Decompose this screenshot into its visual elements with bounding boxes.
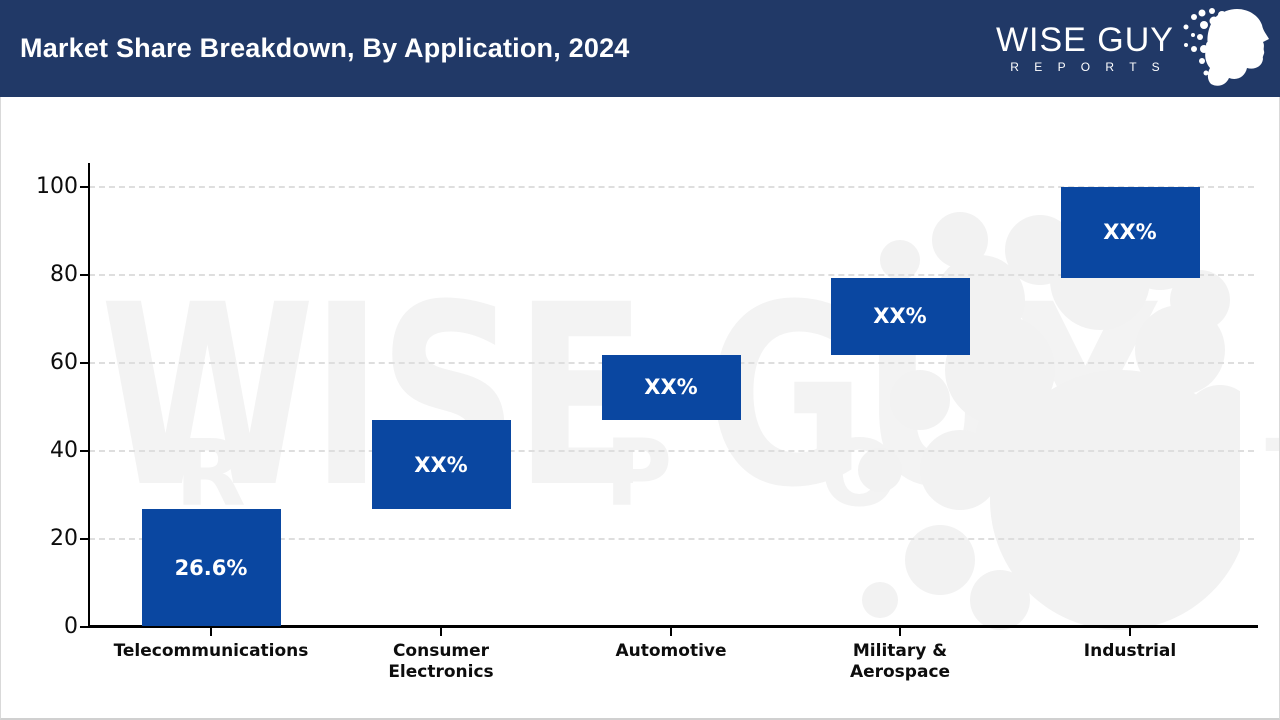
- y-tick-label: 100: [36, 173, 78, 199]
- y-tick-mark: [80, 625, 88, 628]
- category-label-telecommunications: Telecommunications: [101, 641, 321, 662]
- bar-consumer-electronics: XX%: [371, 419, 511, 510]
- watermark-face: [844, 210, 1240, 630]
- bar-military-aerospace: XX%: [830, 277, 970, 355]
- wiseguy-logo: WISE GUY R E P O R T S: [996, 0, 1272, 97]
- bar-automotive: XX%: [601, 354, 741, 420]
- bar-value-label: 26.6%: [174, 555, 248, 580]
- y-tick-label: 80: [50, 261, 78, 287]
- bar-industrial: XX%: [1060, 186, 1200, 278]
- header-bar: Market Share Breakdown, By Application, …: [0, 0, 1280, 97]
- y-tick-mark: [80, 185, 88, 188]
- chart-canvas-border: [0, 97, 1280, 720]
- y-tick-mark: [80, 273, 88, 276]
- y-axis-line: [88, 163, 90, 627]
- logo-wordmark: WISE GUY: [995, 21, 1174, 59]
- category-label-line: Telecommunications: [113, 641, 309, 661]
- y-tick-label: 20: [50, 525, 78, 551]
- bar-telecommunications: 26.6%: [141, 509, 281, 627]
- x-tick-mark: [1129, 628, 1131, 636]
- x-axis-line: [88, 625, 1258, 628]
- x-tick-mark: [899, 628, 901, 636]
- page-title: Market Share Breakdown, By Application, …: [20, 33, 630, 63]
- y-tick-mark: [80, 537, 88, 540]
- logo-wordmark-block: WISE GUY R E P O R T S: [996, 23, 1174, 74]
- category-label-automotive: Automotive: [561, 641, 781, 662]
- gridline-80: [89, 273, 1254, 276]
- bar-value-label: XX%: [644, 375, 698, 400]
- x-tick-mark: [670, 628, 672, 636]
- x-tick-mark: [210, 628, 212, 636]
- bar-value-label: XX%: [414, 452, 468, 477]
- category-label-line: Military &: [852, 641, 948, 661]
- y-tick-mark: [80, 361, 88, 364]
- category-label-line: Aerospace: [849, 662, 951, 682]
- y-tick-label: 40: [50, 437, 78, 463]
- y-tick-label: 0: [64, 613, 78, 639]
- category-label-line: Industrial: [1083, 641, 1177, 661]
- category-label-line: Automotive: [615, 641, 727, 661]
- category-label-line: Electronics: [388, 662, 494, 682]
- logo-subtext: R E P O R T S: [1010, 60, 1166, 74]
- category-label-line: Consumer: [392, 641, 490, 661]
- gridline-100: [89, 185, 1254, 188]
- gridline-40: [89, 449, 1254, 452]
- category-label-military-aerospace: Military & Aerospace: [790, 641, 1010, 683]
- bar-value-label: XX%: [873, 304, 927, 329]
- category-label-consumer-electronics: Consumer Electronics: [331, 641, 551, 683]
- logo-face-icon: [1183, 7, 1269, 86]
- y-tick-mark: [80, 449, 88, 452]
- x-tick-mark: [440, 628, 442, 636]
- category-label-industrial: Industrial: [1020, 641, 1240, 662]
- y-tick-label: 60: [50, 349, 78, 375]
- gridline-20: [89, 537, 1254, 540]
- bar-value-label: XX%: [1103, 220, 1157, 245]
